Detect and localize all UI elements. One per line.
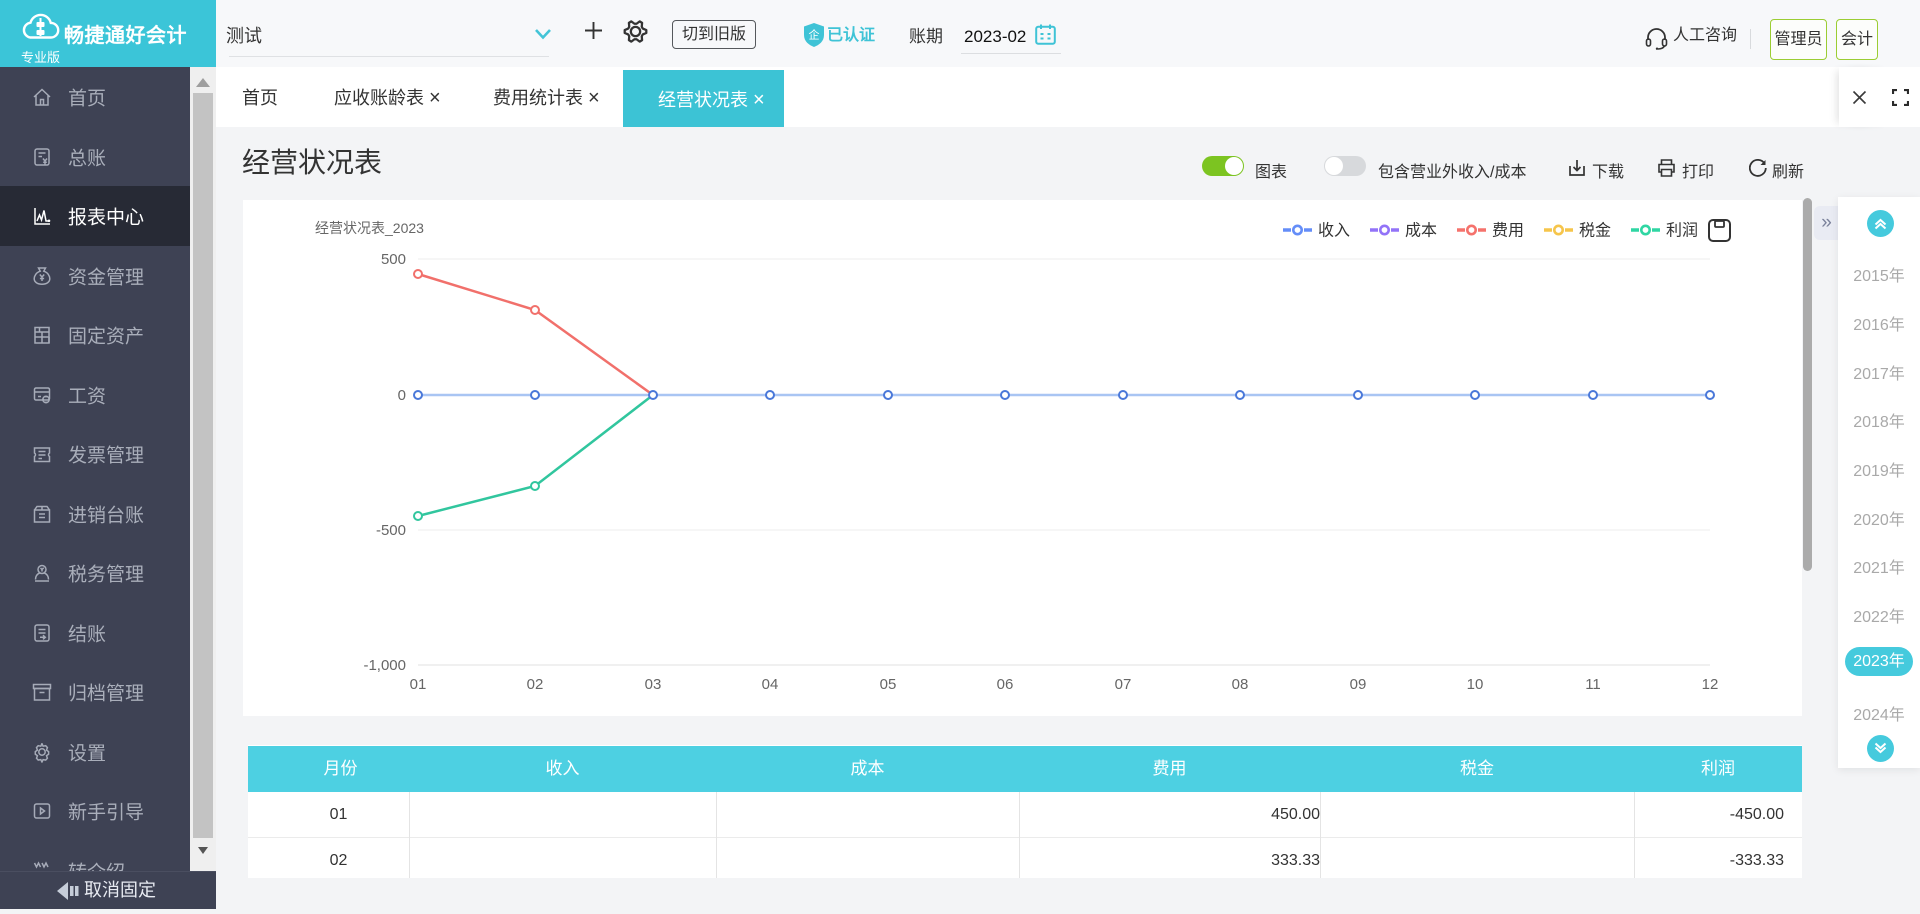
svg-text:企: 企 [809, 28, 820, 42]
svg-text:收入: 收入 [1318, 222, 1350, 240]
svg-text:-500: -500 [376, 522, 406, 539]
svg-text:税金: 税金 [1579, 222, 1611, 240]
svg-text:成本: 成本 [1405, 222, 1437, 240]
svg-text:经营状况表_2023: 经营状况表_2023 [315, 220, 424, 236]
svg-text:03: 03 [645, 676, 662, 693]
svg-text:利润: 利润 [1666, 222, 1698, 240]
svg-text:04: 04 [762, 676, 779, 693]
svg-text:08: 08 [1232, 676, 1249, 693]
svg-text:12: 12 [1702, 676, 1719, 693]
svg-text:02: 02 [527, 676, 544, 693]
svg-text:10: 10 [1467, 676, 1484, 693]
svg-text:07: 07 [1115, 676, 1132, 693]
svg-text:05: 05 [880, 676, 897, 693]
svg-text:11: 11 [1585, 676, 1601, 693]
svg-text:-1,000: -1,000 [363, 657, 406, 674]
svg-text:0: 0 [398, 387, 406, 404]
svg-text:500: 500 [381, 251, 406, 268]
svg-text:06: 06 [997, 676, 1014, 693]
svg-text:费用: 费用 [1492, 222, 1524, 240]
svg-text:01: 01 [410, 676, 427, 693]
svg-text:09: 09 [1350, 676, 1367, 693]
